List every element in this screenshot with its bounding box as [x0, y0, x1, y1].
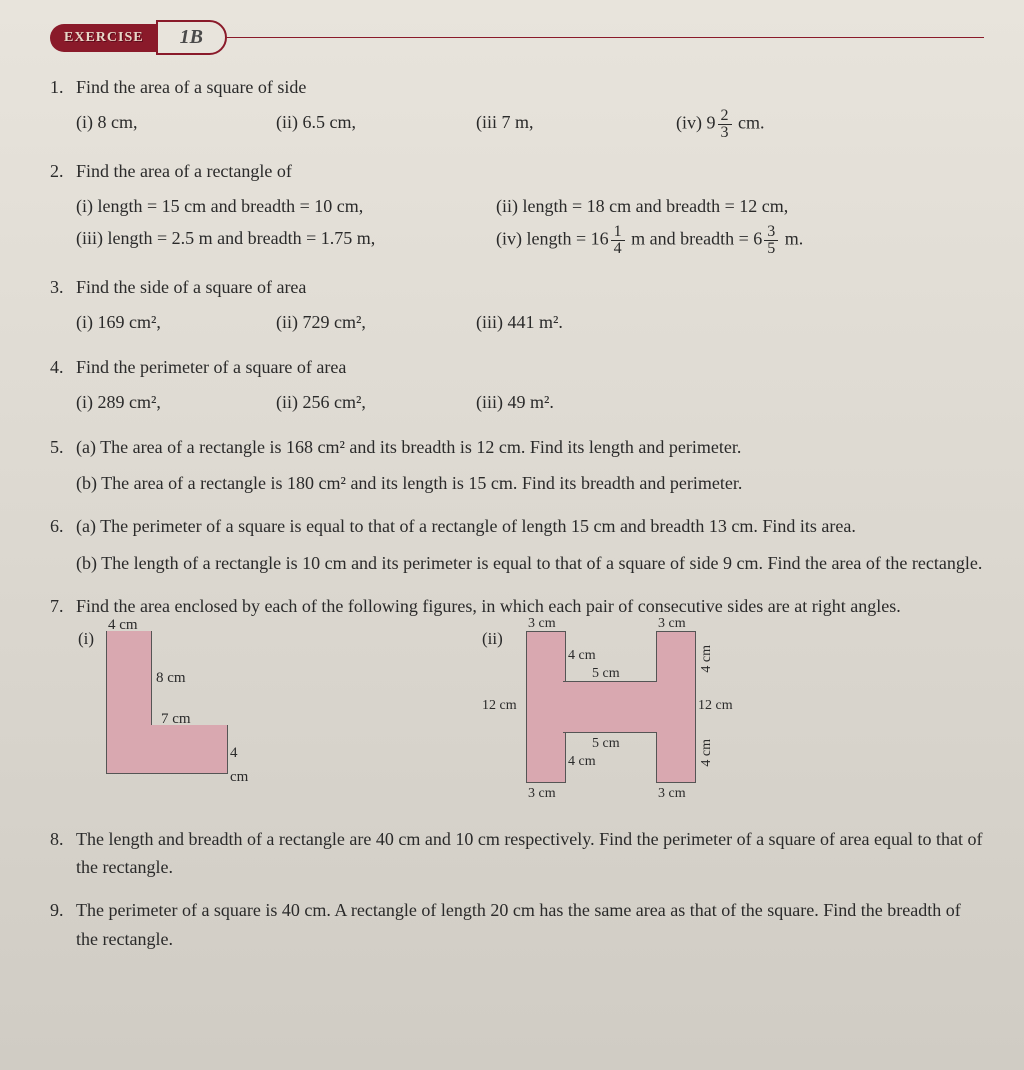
- q3-opt-i: (i) 169 cm²,: [76, 306, 276, 339]
- q1-opt-iv: (iv) 923 cm.: [676, 106, 984, 143]
- exercise-badge: EXERCISE: [50, 24, 158, 52]
- exercise-number: 1B: [156, 20, 227, 55]
- q1-opt-ii: (ii) 6.5 cm,: [276, 106, 476, 143]
- l-shape: 4 cm 8 cm 7 cm 4 cm: [106, 631, 246, 781]
- q8-number: 8.: [50, 825, 64, 854]
- dim-4cm-right: 4 cm: [230, 741, 248, 789]
- question-5: 5. (a) The area of a rectangle is 168 cm…: [50, 433, 984, 499]
- q3-opt-iii: (iii) 441 m².: [476, 306, 676, 339]
- q7-text: Find the area enclosed by each of the fo…: [76, 596, 901, 616]
- q2-opt-iv-pre: (iv) length = 16: [496, 229, 609, 249]
- q3-text: Find the side of a square of area: [76, 277, 306, 297]
- q3-opt-ii: (ii) 729 cm²,: [276, 306, 476, 339]
- q4-options: (i) 289 cm², (ii) 256 cm², (iii) 49 m².: [76, 386, 984, 419]
- exercise-header: EXERCISE 1B: [50, 20, 984, 55]
- q2-options: (i) length = 15 cm and breadth = 10 cm, …: [76, 190, 984, 260]
- dim-3cm-bl: 3 cm: [528, 783, 556, 805]
- q2-opt-iv: (iv) length = 1614 m and breadth = 635 m…: [496, 222, 916, 259]
- q1-opt-iv-post: cm.: [734, 112, 765, 132]
- q2-opt-ii: (ii) length = 18 cm and breadth = 12 cm,: [496, 190, 916, 223]
- dim-4cm-top: 4 cm: [108, 613, 138, 637]
- q2-opt-iv-post: m.: [780, 229, 803, 249]
- question-8: 8. The length and breadth of a rectangle…: [50, 825, 984, 883]
- q4-opt-ii: (ii) 256 cm²,: [276, 386, 476, 419]
- q7-figures: (i) 4 cm 8 cm 7 cm 4 cm (ii): [106, 631, 984, 811]
- fraction: 23: [718, 108, 732, 141]
- q5-a: (a) The area of a rectangle is 168 cm² a…: [76, 437, 741, 457]
- question-3: 3. Find the side of a square of area (i)…: [50, 273, 984, 339]
- question-1: 1. Find the area of a square of side (i)…: [50, 73, 984, 143]
- q1-opt-i: (i) 8 cm,: [76, 106, 276, 143]
- q2-opt-iv-mid: m and breadth = 6: [627, 229, 763, 249]
- q7-number: 7.: [50, 592, 64, 621]
- q6-number: 6.: [50, 512, 64, 541]
- q4-opt-i: (i) 289 cm²,: [76, 386, 276, 419]
- dim-12cm-r: 12 cm: [698, 695, 733, 717]
- q8-text: The length and breadth of a rectangle ar…: [76, 829, 982, 878]
- q2-number: 2.: [50, 157, 64, 186]
- q1-options: (i) 8 cm, (ii) 6.5 cm, (iii 7 m, (iv) 92…: [76, 106, 984, 143]
- fraction: 35: [764, 224, 778, 257]
- q9-number: 9.: [50, 896, 64, 925]
- dim-4cm-r: 4 cm: [696, 645, 718, 673]
- question-6: 6. (a) The perimeter of a square is equa…: [50, 512, 984, 578]
- figure-i: (i) 4 cm 8 cm 7 cm 4 cm: [106, 631, 246, 781]
- q3-options: (i) 169 cm², (ii) 729 cm², (iii) 441 m².: [76, 306, 984, 339]
- q2-opt-i: (i) length = 15 cm and breadth = 10 cm,: [76, 190, 496, 223]
- header-rule: [227, 37, 984, 38]
- figure-i-label: (i): [78, 625, 94, 652]
- q6-b: (b) The length of a rectangle is 10 cm a…: [76, 549, 984, 578]
- figure-ii: (ii) 3 cm 3 cm 4 cm 5 cm 4 cm 12 cm 12 c…: [526, 631, 736, 811]
- dim-12cm-l: 12 cm: [482, 695, 517, 717]
- q5-number: 5.: [50, 433, 64, 462]
- q4-text: Find the perimeter of a square of area: [76, 357, 346, 377]
- q2-opt-iii: (iii) length = 2.5 m and breadth = 1.75 …: [76, 222, 496, 259]
- dim-5cm-t: 5 cm: [592, 663, 620, 685]
- dim-3cm-tr: 3 cm: [658, 613, 686, 635]
- q1-opt-iii: (iii 7 m,: [476, 106, 676, 143]
- dim-3cm-br: 3 cm: [658, 783, 686, 805]
- question-4: 4. Find the perimeter of a square of are…: [50, 353, 984, 419]
- fraction: 14: [611, 224, 625, 257]
- q3-number: 3.: [50, 273, 64, 302]
- dim-4cm-br: 4 cm: [696, 739, 718, 767]
- q1-text: Find the area of a square of side: [76, 77, 306, 97]
- dim-4cm-bl: 4 cm: [568, 751, 596, 773]
- q5-b: (b) The area of a rectangle is 180 cm² a…: [76, 469, 984, 498]
- q1-opt-iv-pre: (iv) 9: [676, 112, 716, 132]
- q4-opt-iii: (iii) 49 m².: [476, 386, 676, 419]
- q4-number: 4.: [50, 353, 64, 382]
- dim-7cm: 7 cm: [161, 707, 191, 731]
- question-9: 9. The perimeter of a square is 40 cm. A…: [50, 896, 984, 954]
- dim-3cm-tl: 3 cm: [528, 613, 556, 635]
- page: EXERCISE 1B 1. Find the area of a square…: [0, 0, 1024, 1070]
- q2-text: Find the area of a rectangle of: [76, 161, 292, 181]
- question-2: 2. Find the area of a rectangle of (i) l…: [50, 157, 984, 260]
- q9-text: The perimeter of a square is 40 cm. A re…: [76, 900, 961, 949]
- figure-ii-label: (ii): [482, 625, 503, 652]
- dim-5cm-b: 5 cm: [592, 733, 620, 755]
- h-shape: 3 cm 3 cm 4 cm 5 cm 4 cm 12 cm 12 cm 5 c…: [526, 631, 736, 811]
- dim-8cm: 8 cm: [156, 666, 186, 690]
- q6-a: (a) The perimeter of a square is equal t…: [76, 516, 856, 536]
- question-7: 7. Find the area enclosed by each of the…: [50, 592, 984, 811]
- q1-number: 1.: [50, 73, 64, 102]
